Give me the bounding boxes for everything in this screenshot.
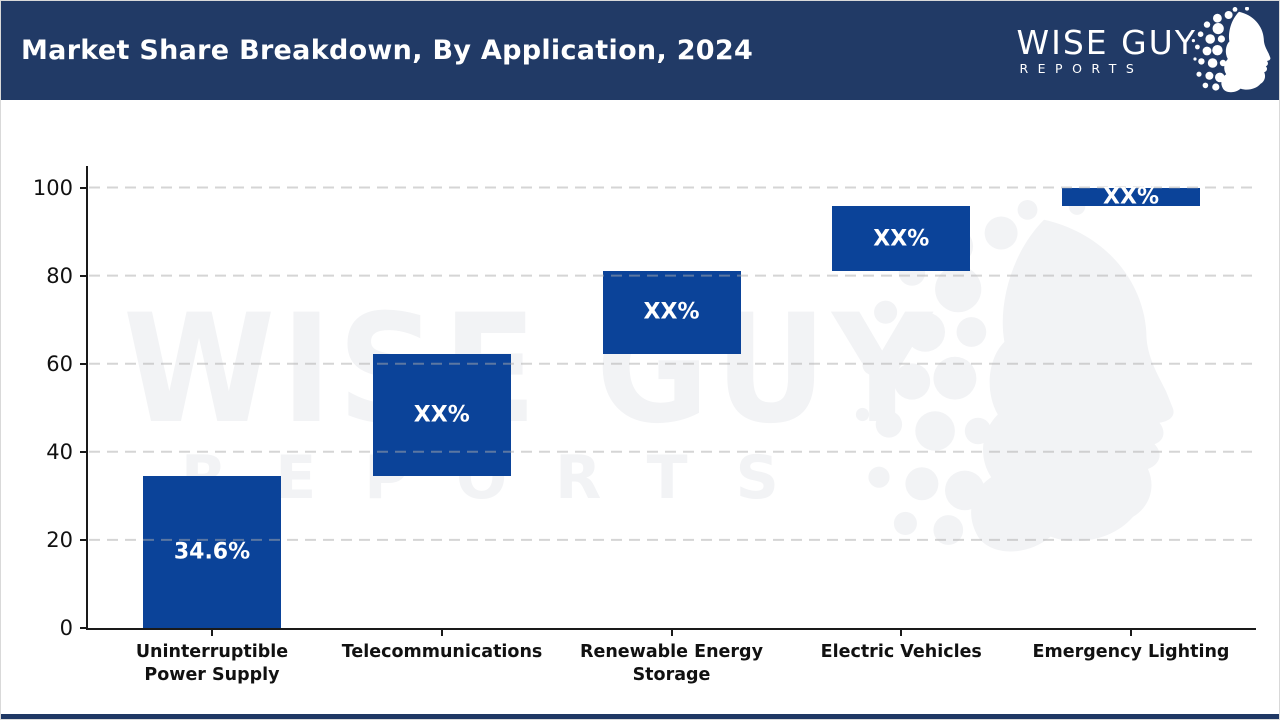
bar-value-label: 34.6% xyxy=(173,539,251,565)
y-tick-mark xyxy=(80,274,87,277)
x-category-label: Uninterruptible Power Supply xyxy=(135,642,289,685)
y-tick-mark xyxy=(80,186,87,189)
watermark-head-icon xyxy=(849,199,1174,552)
y-tick-mark xyxy=(80,450,87,453)
x-category-label: Electric Vehicles xyxy=(820,642,982,662)
y-tick-label: 100 xyxy=(32,175,73,200)
y-axis-spine xyxy=(86,166,88,630)
x-axis-spine xyxy=(86,628,1256,630)
x-tick-mark xyxy=(211,629,213,636)
y-tick-label: 20 xyxy=(46,527,73,552)
x-tick-mark xyxy=(670,629,673,636)
y-tick-mark xyxy=(80,538,87,541)
logo-wordmark: WISE GUY REPORTS xyxy=(1016,26,1197,76)
page-title: Market Share Breakdown, By Application, … xyxy=(21,35,754,66)
footer-bar xyxy=(1,714,1279,719)
y-tick-label: 80 xyxy=(46,263,73,288)
logo-head-icon xyxy=(1191,6,1271,92)
x-tick-mark xyxy=(900,629,903,636)
y-tick-label: 0 xyxy=(59,616,73,640)
y-tick-label: 40 xyxy=(46,439,73,464)
logo: WISE GUY REPORTS xyxy=(1016,1,1271,100)
watermark-subtext: REPORTS xyxy=(181,443,827,513)
x-category-label: Telecommunications xyxy=(341,642,543,662)
y-tick-label: 60 xyxy=(46,351,73,376)
x-category-label: Emergency Lighting xyxy=(1032,642,1230,662)
y-tick-mark xyxy=(80,627,87,629)
logo-wordmark-text: WISE GUY xyxy=(1016,22,1197,62)
logo-subtext: REPORTS xyxy=(1019,60,1144,76)
x-tick-mark xyxy=(440,629,443,636)
y-tick-mark xyxy=(80,362,87,365)
x-category-label: Renewable Energy Storage xyxy=(580,642,763,685)
x-tick-mark xyxy=(1130,629,1132,636)
watermark-wordmark: WISE GUY xyxy=(123,283,938,457)
header: Market Share Breakdown, By Application, … xyxy=(1,1,1279,100)
